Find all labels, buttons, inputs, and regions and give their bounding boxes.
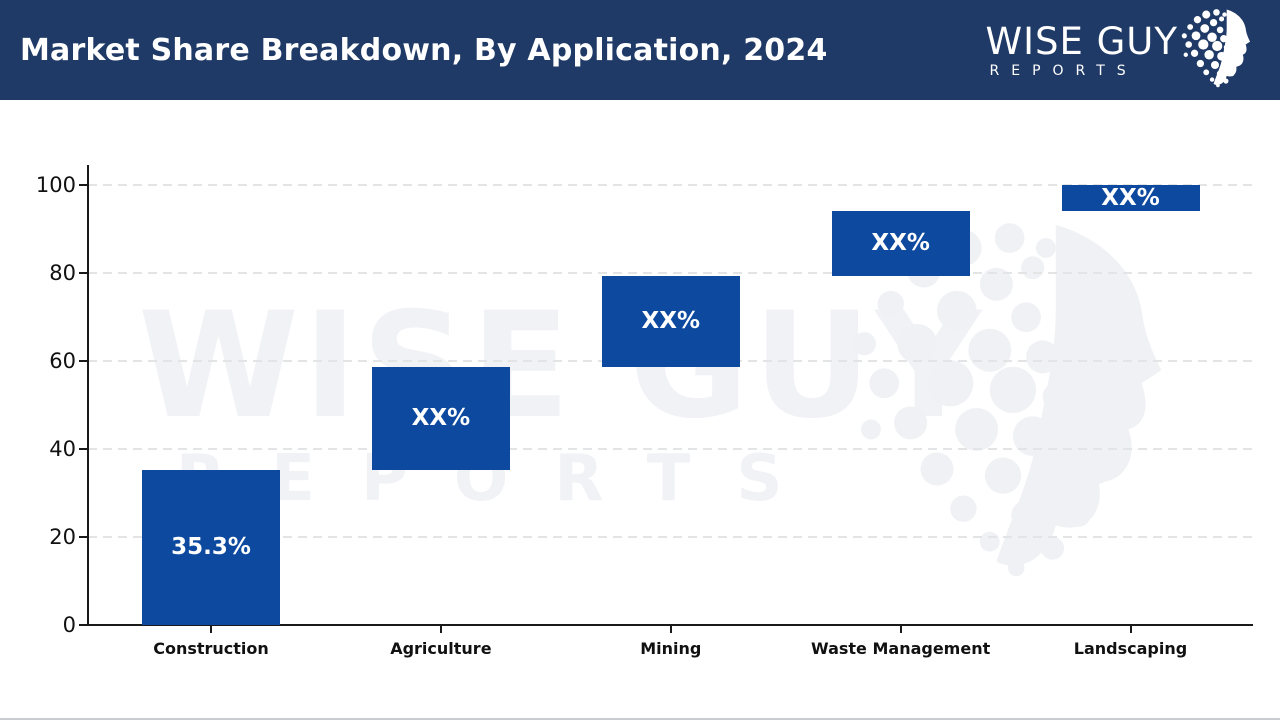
x-axis-tick-mark xyxy=(1129,626,1132,633)
y-axis-line xyxy=(87,165,89,626)
header-bar: Market Share Breakdown, By Application, … xyxy=(0,0,1280,100)
y-axis-tick-mark xyxy=(79,272,87,274)
x-axis-tick-mark xyxy=(899,626,902,633)
y-axis-tick-label: 80 xyxy=(49,261,76,285)
y-axis-tick-label: 0 xyxy=(62,613,76,637)
logo-subtitle: REPORTS xyxy=(989,62,1138,79)
bar-value-label: 35.3% xyxy=(171,533,251,560)
y-gridline xyxy=(88,272,1253,274)
page-title: Market Share Breakdown, By Application, … xyxy=(20,32,828,68)
y-axis-tick-mark xyxy=(79,448,87,450)
watermark-wordmark: WISE GUY xyxy=(138,281,986,451)
x-axis-tick-mark xyxy=(439,626,442,633)
bar-value-label: XX% xyxy=(411,404,471,431)
category-label: Waste Management xyxy=(811,639,991,658)
bar-value-label: XX% xyxy=(641,308,700,335)
x-axis-tick-mark xyxy=(669,626,672,633)
bar: XX% xyxy=(371,367,510,470)
logo-wordmark: WISE GUY xyxy=(985,19,1178,63)
dotted-head-icon xyxy=(1181,9,1251,88)
category-label: Mining xyxy=(640,639,702,658)
x-axis-tick-mark xyxy=(210,626,212,633)
bar: XX% xyxy=(601,276,740,368)
bar-value-label: XX% xyxy=(871,230,930,257)
bar: XX% xyxy=(1061,184,1200,212)
bar: 35.3% xyxy=(142,469,280,625)
y-axis-tick-label: 40 xyxy=(49,437,76,461)
bar: XX% xyxy=(831,211,970,277)
y-axis-tick-label: 60 xyxy=(49,349,76,373)
y-axis-tick-mark xyxy=(79,624,87,626)
y-gridline xyxy=(88,448,1253,450)
y-axis-tick-mark xyxy=(79,360,87,362)
y-axis-tick-mark xyxy=(79,184,87,186)
y-axis-tick-label: 20 xyxy=(49,525,76,549)
y-axis-tick-mark xyxy=(79,536,87,538)
x-axis-line xyxy=(87,624,1253,626)
y-gridline xyxy=(88,184,1253,186)
bar-value-label: XX% xyxy=(1101,184,1160,211)
y-gridline xyxy=(88,536,1253,538)
category-label: Landscaping xyxy=(1073,639,1188,658)
category-label: Construction xyxy=(153,639,269,658)
category-label: Agriculture xyxy=(390,639,492,658)
y-axis-tick-label: 100 xyxy=(35,173,76,197)
wise-guy-reports-logo: WISE GUY REPORTS xyxy=(986,8,1258,92)
